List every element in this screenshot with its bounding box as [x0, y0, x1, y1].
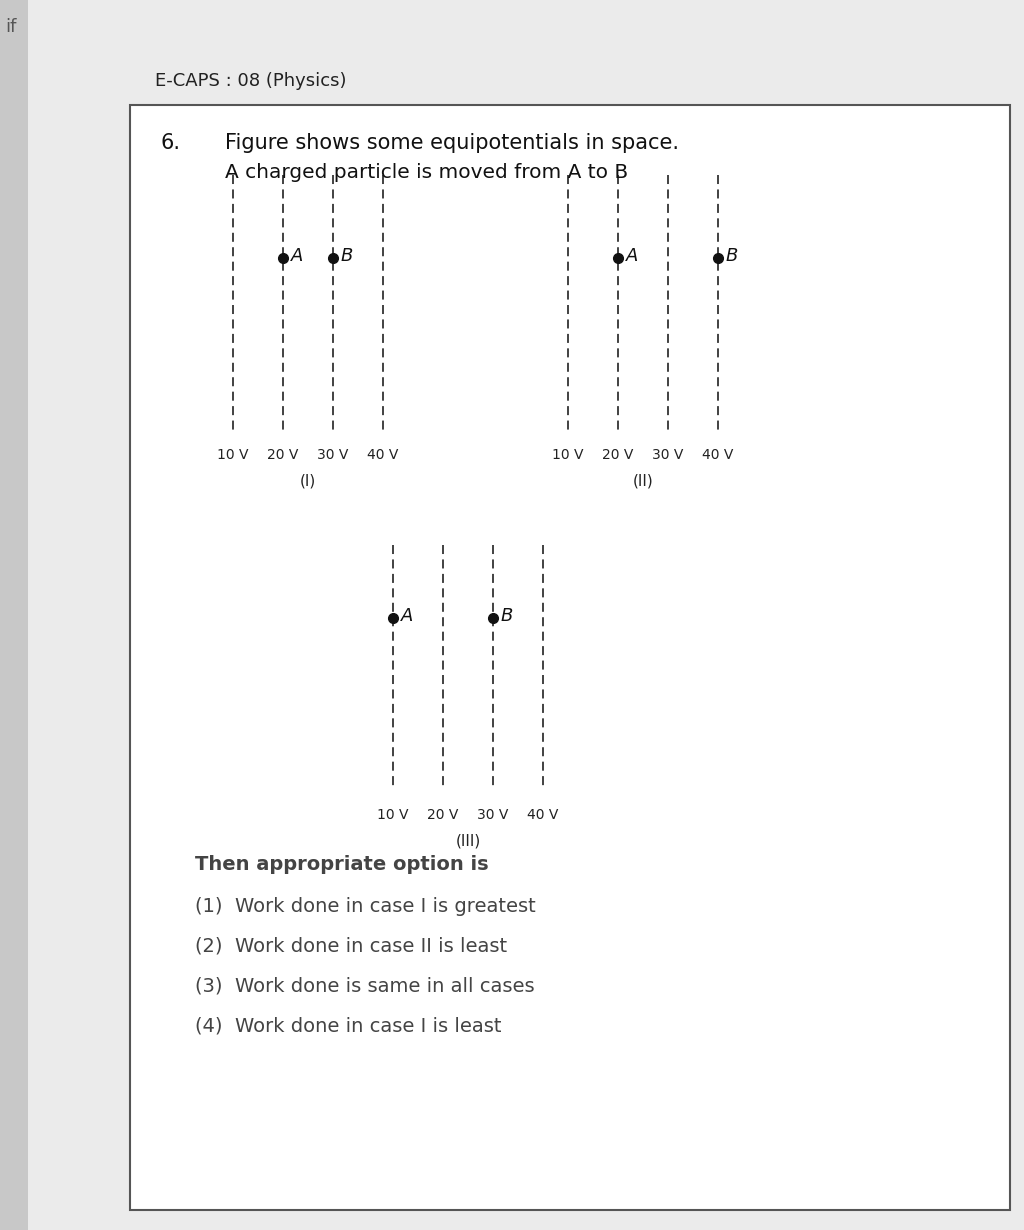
Text: 30 V: 30 V — [652, 448, 684, 462]
Text: A: A — [401, 606, 414, 625]
Text: 20 V: 20 V — [267, 448, 299, 462]
Text: B: B — [501, 606, 513, 625]
Text: Figure shows some equipotentials in space.: Figure shows some equipotentials in spac… — [225, 133, 679, 153]
Text: 10 V: 10 V — [552, 448, 584, 462]
Bar — [0, 0, 28, 1230]
Text: Then appropriate option is: Then appropriate option is — [195, 855, 488, 875]
Text: if: if — [5, 18, 16, 36]
Text: A: A — [626, 247, 638, 264]
Text: 40 V: 40 V — [368, 448, 398, 462]
Text: (I): (I) — [300, 474, 316, 490]
Text: (II): (II) — [633, 474, 653, 490]
Text: (1)  Work done in case I is greatest: (1) Work done in case I is greatest — [195, 897, 536, 916]
Text: 10 V: 10 V — [377, 808, 409, 822]
Text: E-CAPS : 08 (Physics): E-CAPS : 08 (Physics) — [155, 73, 346, 90]
Text: 6.: 6. — [160, 133, 180, 153]
Text: 20 V: 20 V — [602, 448, 634, 462]
Text: (3)  Work done is same in all cases: (3) Work done is same in all cases — [195, 977, 535, 996]
Text: B: B — [341, 247, 353, 264]
Text: 30 V: 30 V — [477, 808, 509, 822]
Text: 40 V: 40 V — [527, 808, 559, 822]
Text: (III): (III) — [456, 834, 480, 849]
Text: A charged particle is moved from A to B: A charged particle is moved from A to B — [225, 164, 628, 182]
Bar — [130, 105, 1010, 1210]
Text: 10 V: 10 V — [217, 448, 249, 462]
Text: (4)  Work done in case I is least: (4) Work done in case I is least — [195, 1017, 502, 1036]
Text: 40 V: 40 V — [702, 448, 733, 462]
Text: A: A — [291, 247, 303, 264]
Text: 20 V: 20 V — [427, 808, 459, 822]
Text: (2)  Work done in case II is least: (2) Work done in case II is least — [195, 937, 507, 956]
Text: 30 V: 30 V — [317, 448, 349, 462]
Text: B: B — [726, 247, 738, 264]
